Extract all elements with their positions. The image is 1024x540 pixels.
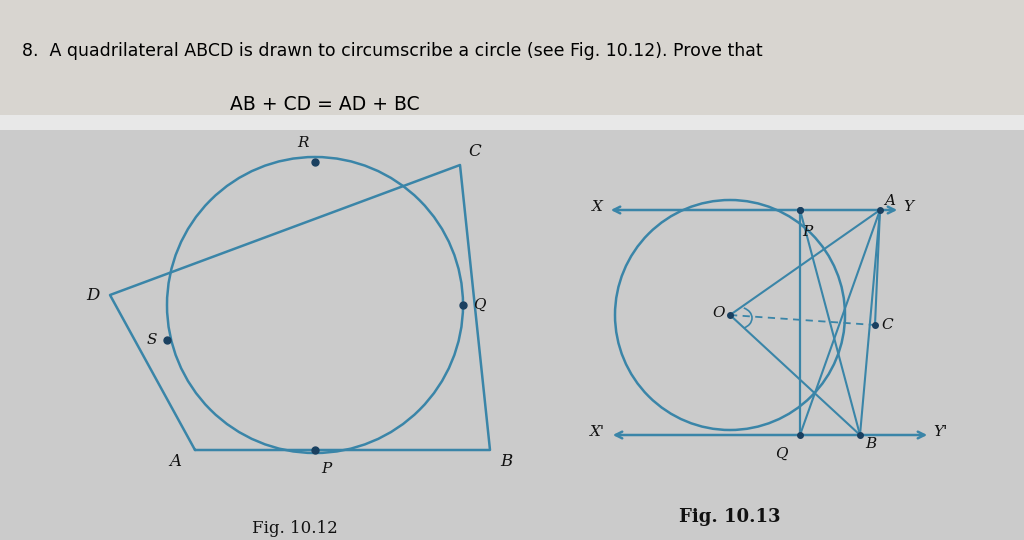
Text: R: R	[298, 136, 309, 150]
Text: P: P	[321, 462, 331, 476]
Text: B: B	[865, 437, 877, 451]
Text: AB + CD = AD + BC: AB + CD = AD + BC	[230, 95, 420, 114]
Text: Q: Q	[775, 447, 788, 461]
Text: A: A	[884, 194, 895, 208]
Text: X: X	[592, 200, 603, 214]
Text: O: O	[713, 306, 725, 320]
Text: A: A	[169, 453, 181, 470]
Text: X': X'	[590, 425, 605, 439]
Bar	[0, 0, 1024, 115]
Text: Q: Q	[473, 298, 485, 312]
Text: Fig. 10.13: Fig. 10.13	[679, 508, 780, 526]
Text: Fig. 10.12: Fig. 10.12	[252, 520, 338, 537]
Text: Y: Y	[903, 200, 913, 214]
Text: C: C	[881, 318, 893, 332]
Text: 8.  A quadrilateral ABCD is drawn to circumscribe a circle (see Fig. 10.12). Pro: 8. A quadrilateral ABCD is drawn to circ…	[22, 42, 763, 60]
Text: S: S	[146, 333, 157, 347]
Text: C: C	[468, 143, 480, 160]
Text: B: B	[500, 453, 512, 470]
Text: D: D	[87, 287, 100, 303]
FancyBboxPatch shape	[0, 0, 1024, 130]
Text: Y': Y'	[933, 425, 947, 439]
Text: P: P	[802, 225, 812, 239]
